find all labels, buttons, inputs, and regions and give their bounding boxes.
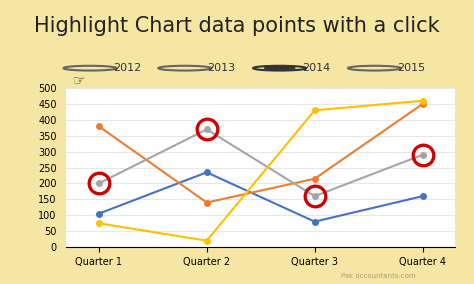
Line: 2014: 2014 xyxy=(96,127,426,199)
2014 xyxy=(204,128,210,131)
Circle shape xyxy=(264,67,295,70)
Text: 2012: 2012 xyxy=(113,63,141,73)
Text: Pak accountants.com: Pak accountants.com xyxy=(341,273,416,279)
2015 xyxy=(312,108,318,112)
2013 xyxy=(420,102,426,106)
2014 xyxy=(96,182,101,185)
2012 xyxy=(204,171,210,174)
2012 xyxy=(312,220,318,223)
Line: 2012: 2012 xyxy=(96,170,426,224)
2013 xyxy=(204,201,210,204)
Text: 2015: 2015 xyxy=(397,63,425,73)
2012 xyxy=(96,212,101,215)
2013 xyxy=(312,177,318,180)
2014 xyxy=(312,195,318,198)
Text: 2013: 2013 xyxy=(208,63,236,73)
Line: 2013: 2013 xyxy=(96,101,426,205)
Text: 2014: 2014 xyxy=(302,63,331,73)
2013 xyxy=(96,124,101,128)
2015 xyxy=(96,222,101,225)
2014 xyxy=(420,153,426,156)
2015 xyxy=(204,239,210,243)
2012 xyxy=(420,195,426,198)
Text: ☞: ☞ xyxy=(73,73,85,87)
Text: Highlight Chart data points with a click: Highlight Chart data points with a click xyxy=(34,16,440,36)
2015 xyxy=(420,99,426,103)
Line: 2015: 2015 xyxy=(96,98,426,243)
